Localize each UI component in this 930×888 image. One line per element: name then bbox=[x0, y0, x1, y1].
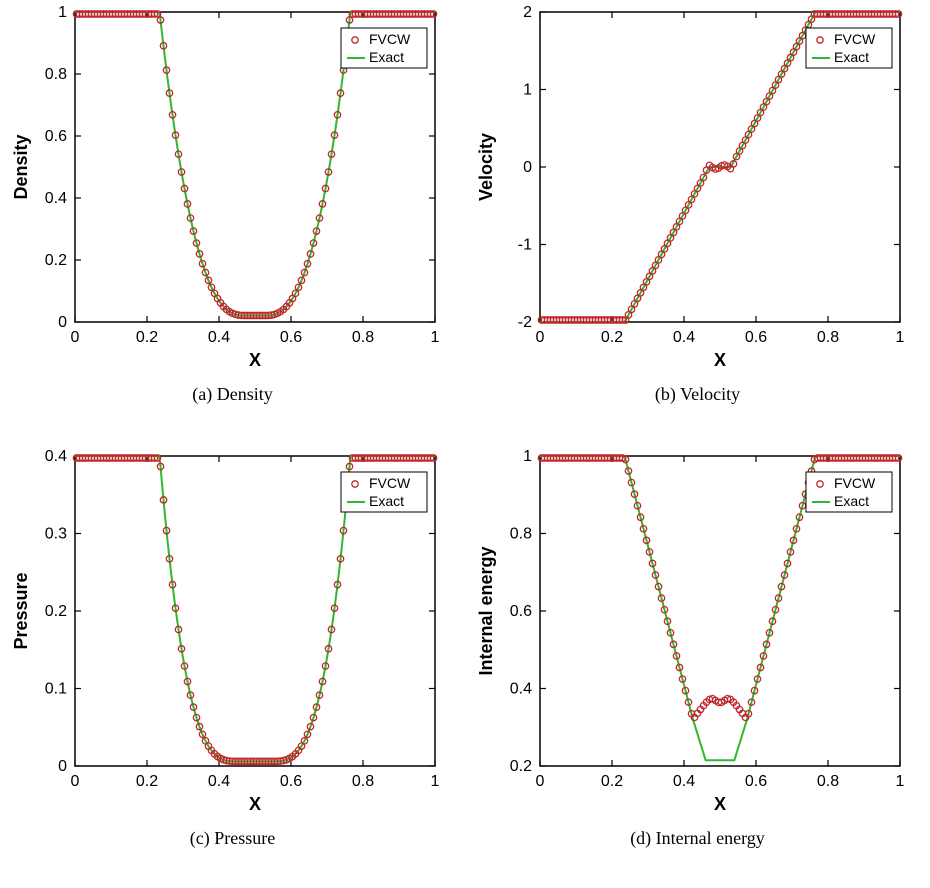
svg-text:0.4: 0.4 bbox=[672, 329, 694, 346]
svg-text:1: 1 bbox=[430, 329, 439, 346]
chart-velocity: 0 0.2 0.4 0.6 0.8 1 -2 -1 0 1 2 X Velocity FVCW Exact bbox=[472, 0, 924, 380]
legend-label-fvcw: FVCW bbox=[834, 31, 876, 47]
svg-text:Pressure: Pressure bbox=[11, 572, 31, 649]
svg-text:0.6: 0.6 bbox=[744, 773, 766, 790]
svg-text:X: X bbox=[713, 794, 725, 814]
svg-text:0: 0 bbox=[523, 159, 532, 176]
svg-text:0.4: 0.4 bbox=[44, 448, 66, 465]
svg-text:1: 1 bbox=[523, 448, 532, 465]
svg-text:0.6: 0.6 bbox=[44, 128, 66, 145]
svg-text:X: X bbox=[248, 350, 260, 370]
legend-label-fvcw: FVCW bbox=[834, 475, 876, 491]
caption-internal_energy: (d) Internal energy bbox=[630, 828, 765, 849]
svg-text:0: 0 bbox=[70, 773, 79, 790]
svg-text:0.4: 0.4 bbox=[672, 773, 694, 790]
panel-density: 0 0.2 0.4 0.6 0.8 1 0 0.2 0.4 0.6 0.8 1 X Density FVCW… bbox=[0, 0, 465, 444]
chart-density: 0 0.2 0.4 0.6 0.8 1 0 0.2 0.4 0.6 0.8 1 X Density FVCW… bbox=[7, 0, 459, 380]
svg-text:0.8: 0.8 bbox=[816, 773, 838, 790]
svg-text:1: 1 bbox=[895, 773, 904, 790]
svg-text:0.2: 0.2 bbox=[600, 329, 622, 346]
svg-text:0.6: 0.6 bbox=[509, 603, 531, 620]
svg-text:0.2: 0.2 bbox=[509, 758, 531, 775]
caption-density: (a) Density bbox=[192, 384, 272, 405]
legend-label-exact: Exact bbox=[369, 493, 404, 509]
legend-label-exact: Exact bbox=[369, 49, 404, 65]
svg-text:-1: -1 bbox=[517, 237, 531, 254]
panel-pressure: 0 0.2 0.4 0.6 0.8 1 0 0.1 0.2 0.3 0.4 X Pressure FVCW… bbox=[0, 444, 465, 888]
svg-text:1: 1 bbox=[895, 329, 904, 346]
svg-text:0.8: 0.8 bbox=[351, 773, 373, 790]
svg-text:0.2: 0.2 bbox=[44, 603, 66, 620]
svg-text:0.8: 0.8 bbox=[351, 329, 373, 346]
svg-text:1: 1 bbox=[430, 773, 439, 790]
svg-text:0.1: 0.1 bbox=[44, 681, 66, 698]
svg-text:0.6: 0.6 bbox=[279, 329, 301, 346]
panel-velocity: 0 0.2 0.4 0.6 0.8 1 -2 -1 0 1 2 X Velocity FVCW Exact (… bbox=[465, 0, 930, 444]
svg-text:0: 0 bbox=[70, 329, 79, 346]
svg-text:X: X bbox=[248, 794, 260, 814]
svg-text:-2: -2 bbox=[517, 314, 531, 331]
svg-text:0.4: 0.4 bbox=[44, 190, 66, 207]
svg-text:0.2: 0.2 bbox=[135, 329, 157, 346]
svg-text:0.4: 0.4 bbox=[207, 773, 229, 790]
svg-text:X: X bbox=[713, 350, 725, 370]
chart-pressure: 0 0.2 0.4 0.6 0.8 1 0 0.1 0.2 0.3 0.4 X Pressure FVCW… bbox=[7, 444, 459, 824]
svg-text:0.8: 0.8 bbox=[816, 329, 838, 346]
svg-text:0.6: 0.6 bbox=[744, 329, 766, 346]
svg-text:0.2: 0.2 bbox=[44, 252, 66, 269]
svg-text:0.8: 0.8 bbox=[44, 66, 66, 83]
svg-text:0.6: 0.6 bbox=[279, 773, 301, 790]
svg-text:0.3: 0.3 bbox=[44, 526, 66, 543]
svg-text:0: 0 bbox=[58, 314, 67, 331]
svg-text:0: 0 bbox=[535, 329, 544, 346]
svg-text:0.2: 0.2 bbox=[135, 773, 157, 790]
svg-text:0.4: 0.4 bbox=[509, 681, 531, 698]
legend-label-exact: Exact bbox=[834, 493, 869, 509]
svg-text:0.8: 0.8 bbox=[509, 526, 531, 543]
svg-text:2: 2 bbox=[523, 4, 532, 21]
caption-velocity: (b) Velocity bbox=[655, 384, 740, 405]
caption-pressure: (c) Pressure bbox=[190, 828, 275, 849]
legend-label-fvcw: FVCW bbox=[369, 31, 411, 47]
svg-text:0: 0 bbox=[535, 773, 544, 790]
svg-text:Velocity: Velocity bbox=[476, 133, 496, 201]
legend-label-fvcw: FVCW bbox=[369, 475, 411, 491]
svg-text:0.2: 0.2 bbox=[600, 773, 622, 790]
legend-label-exact: Exact bbox=[834, 49, 869, 65]
svg-text:1: 1 bbox=[523, 82, 532, 99]
svg-text:Density: Density bbox=[11, 134, 31, 199]
svg-text:Internal energy: Internal energy bbox=[476, 546, 496, 675]
svg-text:0: 0 bbox=[58, 758, 67, 775]
chart-internal_energy: 00.20.40.60.810.20.40.60.81XInternal ene… bbox=[472, 444, 924, 824]
svg-text:0.4: 0.4 bbox=[207, 329, 229, 346]
panel-internal_energy: 00.20.40.60.810.20.40.60.81XInternal ene… bbox=[465, 444, 930, 888]
svg-text:1: 1 bbox=[58, 4, 67, 21]
